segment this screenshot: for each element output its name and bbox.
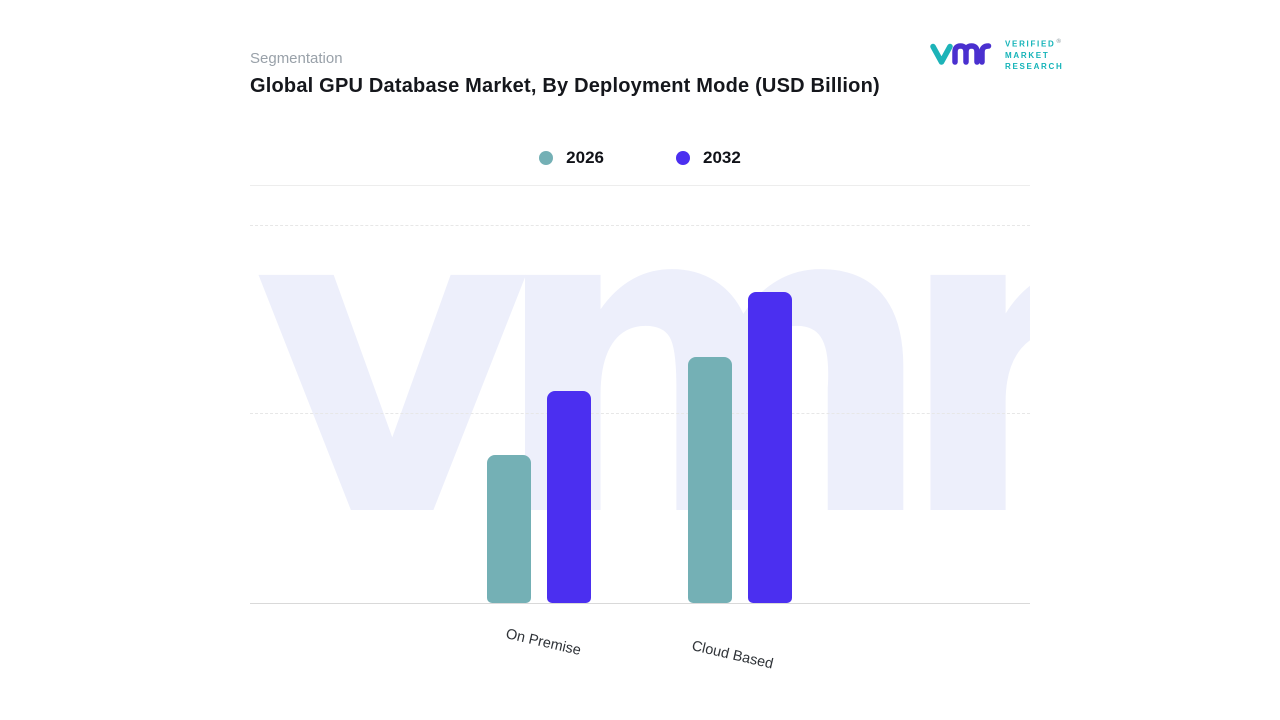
legend-label-2026: 2026 — [566, 148, 604, 167]
bar-2026-cloud-based[interactable] — [688, 357, 732, 603]
bars-layer — [250, 225, 1030, 604]
chart-title: Global GPU Database Market, By Deploymen… — [250, 75, 880, 97]
chart-legend: 2026 2032 — [250, 148, 1030, 168]
legend-swatch-2026 — [539, 151, 554, 165]
x-axis-label-on-premise: On Premise — [504, 626, 583, 660]
vmr-monogram-icon — [930, 43, 992, 66]
logo-line-verified: VERIFIED® — [1005, 39, 1061, 49]
bar-2032-cloud-based[interactable] — [748, 292, 792, 603]
registered-mark: ® — [1056, 39, 1061, 45]
logo-line-market: MARKET — [1005, 50, 1050, 60]
logo-line-research: RESEARCH — [1005, 61, 1064, 71]
gridline-middle — [250, 413, 1030, 414]
bar-2032-on-premise[interactable] — [547, 391, 591, 603]
vmr-watermark: vmr — [252, 225, 1030, 604]
gridline-top — [250, 225, 1030, 226]
logo-wordmark: VERIFIED® MARKET RESEARCH — [1005, 38, 1064, 71]
segmentation-label: Segmentation — [250, 50, 343, 67]
x-axis-line — [250, 603, 1030, 604]
legend-swatch-2032 — [676, 151, 690, 165]
header-divider — [250, 185, 1030, 186]
legend-label-2032: 2032 — [703, 148, 741, 167]
bar-2026-on-premise[interactable] — [487, 455, 531, 603]
vmr-logo: VERIFIED® MARKET RESEARCH — [930, 38, 1064, 71]
bar-chart-plot-area: vmr — [250, 225, 1030, 604]
x-axis-label-cloud-based: Cloud Based — [690, 638, 775, 673]
legend-item-2026[interactable]: 2026 — [539, 148, 604, 168]
legend-item-2032[interactable]: 2032 — [676, 148, 741, 168]
